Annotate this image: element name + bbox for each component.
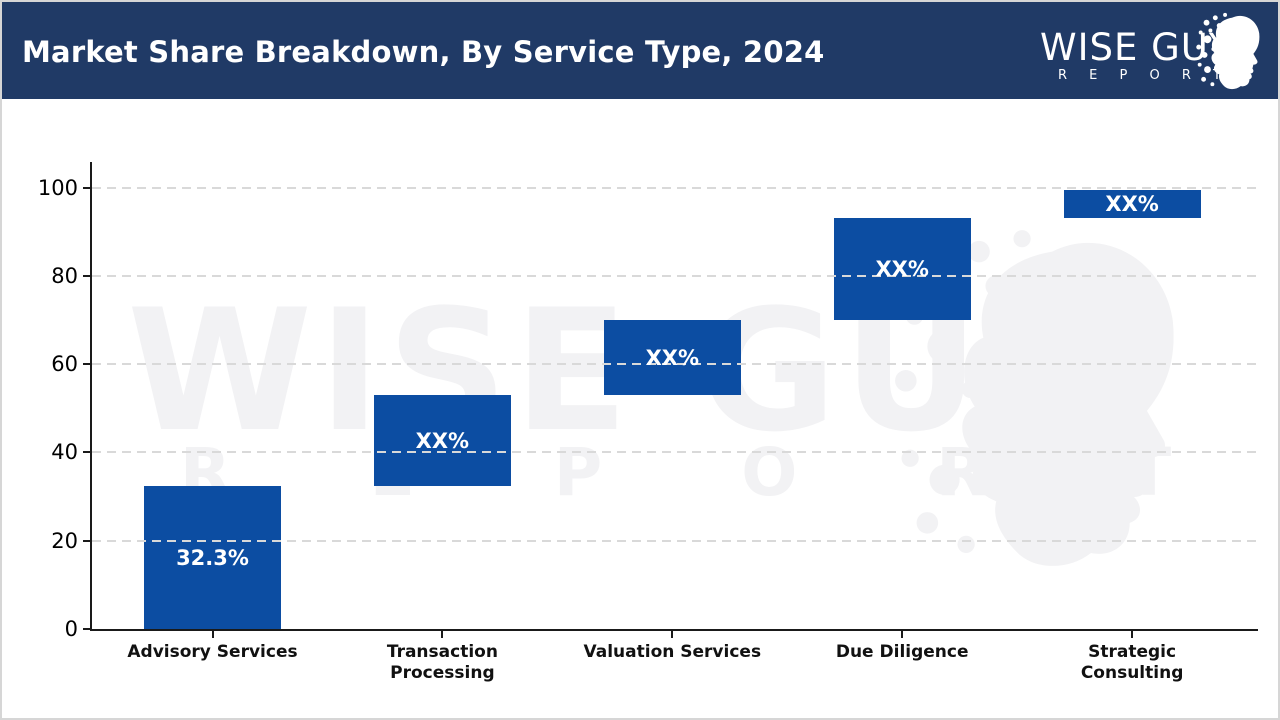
bar-transaction-processing (373, 395, 511, 487)
x-axis-label-line: Consulting (1080, 663, 1184, 683)
bar-value-label: XX% (415, 428, 470, 453)
y-axis-tick (83, 451, 90, 454)
x-axis-category-label: Transaction Processing (332, 642, 552, 684)
bar-strategic-consulting (1063, 189, 1201, 219)
gridline-60 (92, 363, 1258, 366)
x-axis-category-label: Valuation Services (562, 642, 782, 663)
y-axis-tick-label: 20 (51, 528, 78, 553)
header-bar: Market Share Breakdown, By Service Type,… (2, 2, 1278, 99)
x-axis-label-line: Transaction (386, 642, 498, 662)
plot-area: 0 20 40 60 80 100 32.3% Advisory Services XX% Tra… (2, 99, 1278, 718)
x-axis-tick (1131, 631, 1134, 638)
bar-value-label: XX% (645, 345, 700, 370)
y-axis-tick-label: 40 (51, 440, 78, 465)
y-axis-tick (83, 363, 90, 366)
gridline-80 (92, 274, 1258, 277)
gridline-20 (92, 539, 1258, 542)
x-axis-line (90, 629, 1258, 631)
gridline-40 (92, 451, 1258, 454)
brand-logo: WISE GUY R E P O R T S (1014, 10, 1264, 92)
x-axis-label-line: Due Diligence (835, 642, 969, 662)
x-axis-label-line: Strategic (1088, 642, 1177, 662)
x-axis-tick (211, 631, 214, 638)
bar-value-label: XX% (875, 257, 929, 282)
x-axis-tick (671, 631, 674, 638)
y-axis-tick-label: 100 (37, 175, 78, 200)
x-axis-category-label: Due Diligence (792, 642, 1012, 663)
bar-valuation-services (603, 320, 741, 396)
y-axis-tick-label: 60 (51, 352, 78, 377)
bar-value-label: XX% (1105, 192, 1159, 217)
y-axis-tick (83, 186, 90, 189)
bar-value-label: 32.3% (176, 545, 249, 570)
face-profile-icon (1196, 12, 1260, 90)
y-axis-tick-label: 80 (51, 263, 78, 288)
bar-due-diligence (833, 218, 971, 320)
y-axis-line (90, 162, 92, 629)
y-axis-tick-label: 0 (64, 617, 78, 641)
page-title: Market Share Breakdown, By Service Type,… (22, 35, 825, 69)
y-axis-tick (83, 539, 90, 542)
bar-advisory-services (144, 486, 281, 629)
x-axis-tick (901, 631, 904, 638)
x-axis-label-line: Valuation Services (583, 642, 762, 662)
x-axis-label-line: Advisory Services (127, 642, 298, 662)
x-axis-category-label: Strategic Consulting (1022, 642, 1242, 684)
gridline-100 (92, 186, 1258, 189)
x-axis-tick (441, 631, 444, 638)
y-axis-tick (83, 274, 90, 277)
x-axis-label-line: Processing (390, 663, 495, 683)
y-axis-tick (83, 628, 90, 630)
x-axis-category-label: Advisory Services (103, 642, 323, 663)
